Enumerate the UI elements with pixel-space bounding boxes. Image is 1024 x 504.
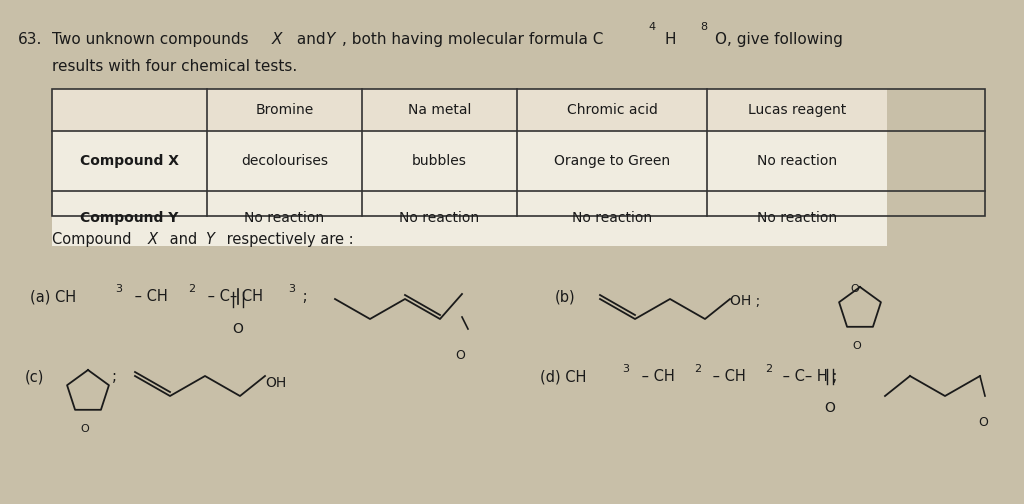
Text: O: O xyxy=(978,416,988,429)
Text: O, give following: O, give following xyxy=(715,32,843,47)
Text: – CH: – CH xyxy=(637,369,675,384)
Text: ;: ; xyxy=(112,369,117,384)
Text: Compound: Compound xyxy=(52,232,136,247)
Text: X: X xyxy=(272,32,283,47)
Text: Bromine: Bromine xyxy=(255,103,313,117)
Text: Y: Y xyxy=(205,232,214,247)
Bar xyxy=(707,89,887,131)
Text: No reaction: No reaction xyxy=(757,154,837,168)
Text: (c): (c) xyxy=(25,369,44,384)
Text: Y: Y xyxy=(325,32,335,47)
Text: OH: OH xyxy=(265,376,287,390)
Text: O: O xyxy=(852,341,861,351)
Text: 4: 4 xyxy=(648,22,655,32)
Text: Na metal: Na metal xyxy=(408,103,471,117)
Text: No reaction: No reaction xyxy=(572,212,652,225)
Text: No reaction: No reaction xyxy=(245,212,325,225)
Bar xyxy=(517,131,707,191)
Bar xyxy=(52,89,207,131)
Bar xyxy=(362,89,517,131)
Text: (a) CH: (a) CH xyxy=(30,289,76,304)
Text: OH ;: OH ; xyxy=(730,294,760,308)
Text: ;: ; xyxy=(298,289,307,304)
Text: – CH: – CH xyxy=(708,369,745,384)
Text: O: O xyxy=(455,349,465,362)
Bar xyxy=(207,131,362,191)
Bar xyxy=(52,191,207,246)
Text: O: O xyxy=(80,424,89,434)
Text: H: H xyxy=(665,32,677,47)
Text: and: and xyxy=(292,32,331,47)
Bar xyxy=(362,131,517,191)
Text: 2: 2 xyxy=(694,364,701,374)
Bar xyxy=(52,89,985,216)
Text: X: X xyxy=(148,232,158,247)
Text: and: and xyxy=(165,232,202,247)
Text: – CH: – CH xyxy=(130,289,168,304)
Text: respectively are :: respectively are : xyxy=(222,232,353,247)
Bar xyxy=(707,131,887,191)
Text: 63.: 63. xyxy=(18,32,42,47)
Text: 2: 2 xyxy=(188,284,196,294)
Bar xyxy=(52,131,207,191)
Bar xyxy=(707,191,887,246)
Bar xyxy=(207,89,362,131)
Text: No reaction: No reaction xyxy=(757,212,837,225)
Text: O: O xyxy=(824,401,836,415)
Bar xyxy=(517,191,707,246)
Text: 2: 2 xyxy=(765,364,772,374)
Text: O: O xyxy=(850,284,859,294)
Text: 3: 3 xyxy=(115,284,122,294)
Text: results with four chemical tests.: results with four chemical tests. xyxy=(52,59,297,74)
Text: bubbles: bubbles xyxy=(412,154,467,168)
Text: O: O xyxy=(232,322,244,336)
Text: (d) CH: (d) CH xyxy=(540,369,587,384)
Text: 8: 8 xyxy=(700,22,708,32)
Text: Lucas reagent: Lucas reagent xyxy=(748,103,846,117)
Text: 3: 3 xyxy=(622,364,629,374)
Bar xyxy=(362,191,517,246)
Text: Orange to Green: Orange to Green xyxy=(554,154,670,168)
Text: Compound X: Compound X xyxy=(80,154,179,168)
Text: decolourises: decolourises xyxy=(241,154,328,168)
Text: , both having molecular formula C: , both having molecular formula C xyxy=(342,32,603,47)
Text: Two unknown compounds: Two unknown compounds xyxy=(52,32,254,47)
Text: Chromic acid: Chromic acid xyxy=(566,103,657,117)
Text: (b): (b) xyxy=(555,289,575,304)
Bar xyxy=(517,89,707,131)
Text: Compound Y: Compound Y xyxy=(80,212,178,225)
Bar xyxy=(207,191,362,246)
Text: 3: 3 xyxy=(288,284,295,294)
Text: – C– CH: – C– CH xyxy=(203,289,263,304)
Text: – C– H ;: – C– H ; xyxy=(778,369,838,384)
Text: No reaction: No reaction xyxy=(399,212,479,225)
